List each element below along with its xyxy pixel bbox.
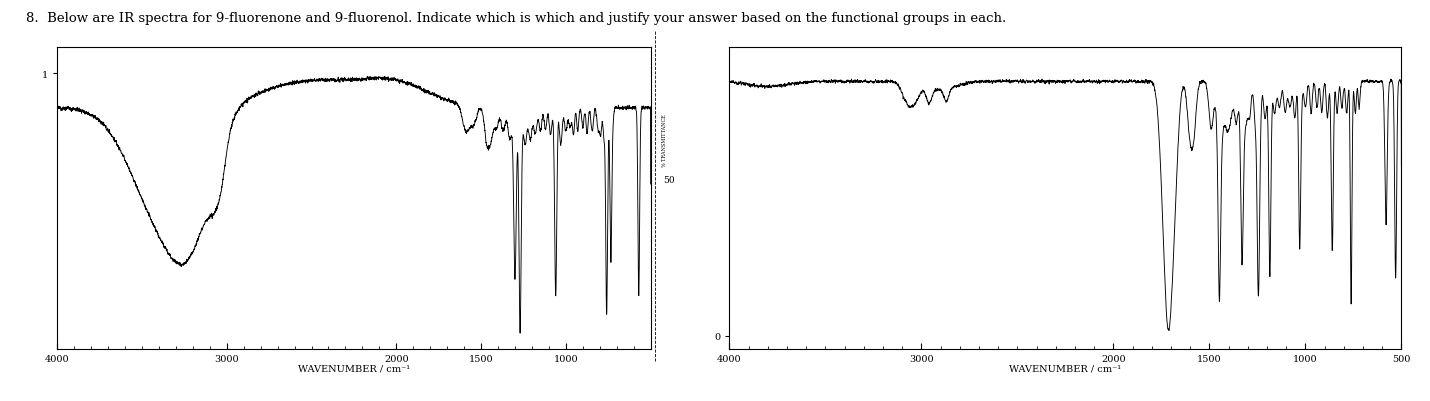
- Text: % TRANSMITTANCE: % TRANSMITTANCE: [662, 114, 668, 167]
- X-axis label: WAVENUMBER / cm⁻¹: WAVENUMBER / cm⁻¹: [297, 364, 410, 373]
- X-axis label: WAVENUMBER / cm⁻¹: WAVENUMBER / cm⁻¹: [1010, 364, 1121, 373]
- Text: 50: 50: [664, 176, 675, 185]
- Text: 8.  Below are IR spectra for 9-fluorenone and 9-fluorenol. Indicate which is whi: 8. Below are IR spectra for 9-fluorenone…: [26, 12, 1005, 25]
